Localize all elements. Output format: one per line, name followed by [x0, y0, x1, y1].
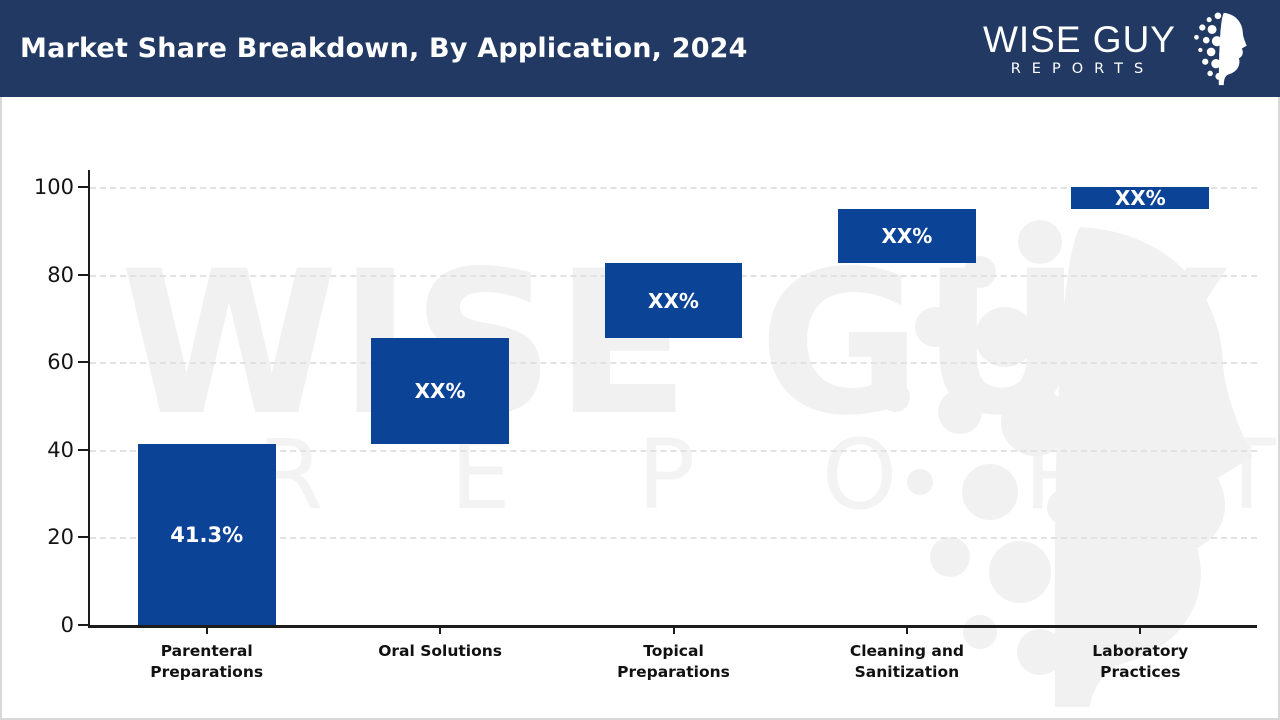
y-tick-mark [78, 273, 88, 276]
x-tick-mark [672, 625, 675, 634]
gridline [90, 537, 1257, 540]
y-tick-label: 80 [47, 262, 74, 287]
bar-value-label: XX% [881, 224, 933, 249]
bar-value-label: XX% [648, 288, 699, 313]
gridline [90, 362, 1257, 365]
y-tick-label: 20 [47, 525, 74, 550]
brand-logo-text: WISE GUY REPORTS [983, 21, 1176, 77]
bar-4: XX% [838, 208, 976, 264]
y-tick-label: 100 [33, 175, 74, 199]
bar-value-label: XX% [414, 379, 466, 404]
bar-1: 41.3% [137, 444, 276, 625]
plot-area: 0 20 40 60 80 100 41.3% Parenteral Preparations… [34, 170, 1257, 681]
x-category-label: Topical Preparations [617, 642, 730, 682]
x-tick-mark [1139, 625, 1142, 634]
header-bar: Market Share Breakdown, By Application, … [0, 0, 1280, 97]
y-axis-line [88, 170, 90, 625]
gridline [90, 187, 1257, 189]
chart-panel: WISE GUY R E P O R T S 02040608010041.3%… [0, 97, 1280, 720]
x-category-label: Parenteral Preparations [150, 642, 264, 682]
x-tick-mark [439, 625, 442, 634]
y-tick-mark [78, 448, 88, 451]
bar-value-label: 41.3% [170, 522, 244, 547]
brand-subname: REPORTS [1010, 60, 1155, 77]
x-category-label: Oral Solutions [378, 642, 502, 660]
gridline [90, 449, 1257, 452]
y-tick-label: 40 [47, 437, 74, 462]
bar-3: XX% [604, 263, 743, 339]
y-tick-mark [78, 186, 88, 188]
x-category-label: Cleaning and Sanitization [849, 642, 964, 682]
brand-logo: WISE GUY REPORTS [983, 8, 1280, 90]
bar-5: XX% [1071, 185, 1210, 210]
y-tick-mark [78, 624, 88, 626]
y-tick-label: 0 [60, 613, 74, 637]
y-tick-label: 60 [47, 350, 74, 375]
y-tick-mark [78, 361, 88, 364]
brand-name: WISE GUY [982, 18, 1176, 60]
bar-value-label: XX% [1114, 185, 1166, 210]
page-title: Market Share Breakdown, By Application, … [20, 33, 748, 64]
y-tick-mark [78, 536, 88, 539]
bar-2: XX% [371, 338, 509, 445]
x-category-label: Laboratory Practices [1092, 642, 1189, 682]
x-tick-mark [205, 625, 208, 634]
x-tick-mark [905, 625, 908, 634]
dotted-face-icon [1194, 11, 1247, 85]
